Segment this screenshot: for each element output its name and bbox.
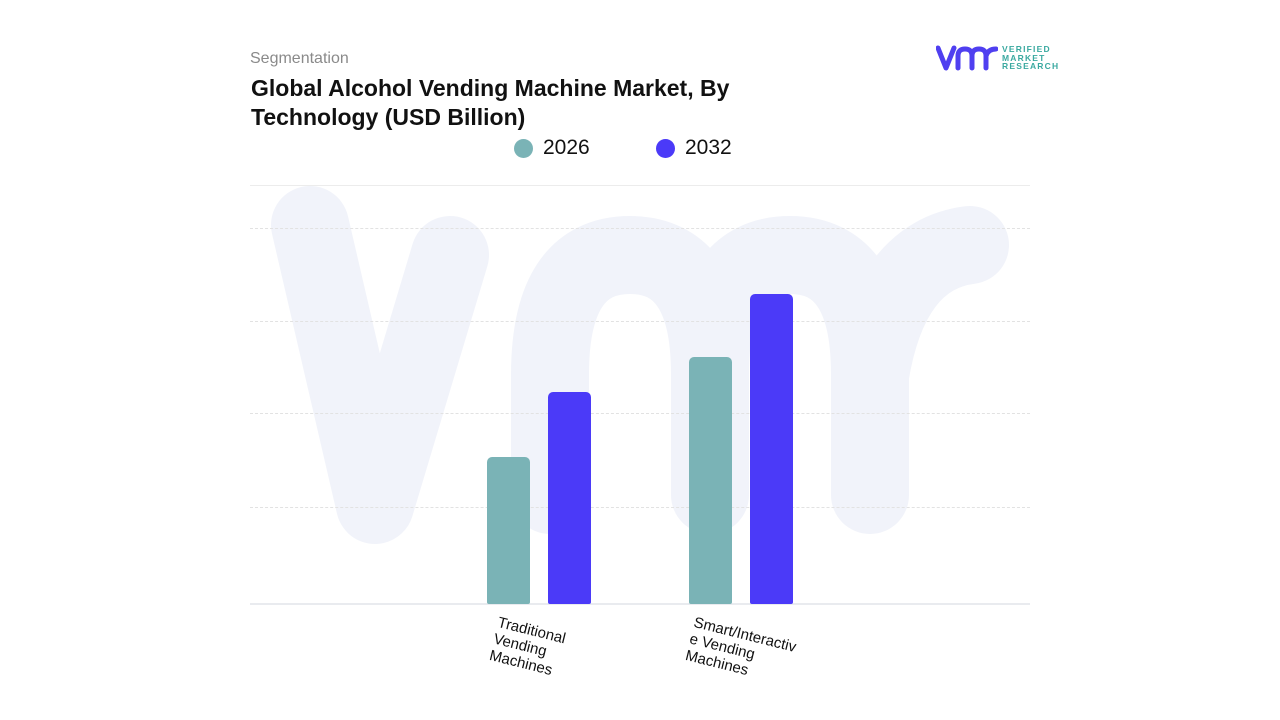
- vmr-logo-icon: [936, 45, 998, 71]
- logo-line-market: MARKET: [1002, 52, 1046, 63]
- gridline: [250, 413, 1030, 414]
- logo-text: VERIFIED MARKET RESEARCH: [1002, 45, 1059, 71]
- legend-label-2032: 2032: [685, 136, 732, 159]
- watermark-vmr-icon: [271, 186, 1009, 544]
- legend-item-2026[interactable]: 2026: [514, 136, 590, 160]
- logo-line-research: RESEARCH: [1002, 61, 1060, 72]
- legend-item-2032[interactable]: 2032: [656, 136, 732, 160]
- x-axis-baseline: [250, 603, 1030, 605]
- legend-dot-2032-icon: [656, 138, 675, 158]
- gridline: [250, 185, 1030, 186]
- x-label-smart: Smart/Interactiv e Vending Machines: [683, 614, 798, 680]
- x-label-traditional: Traditional Vending Machines: [487, 614, 568, 680]
- bar-traditional-2032[interactable]: [548, 392, 591, 604]
- legend-label-2026: 2026: [543, 136, 590, 159]
- chart-title: Global Alcohol Vending Machine Market, B…: [251, 75, 730, 130]
- bar-traditional-2026[interactable]: [487, 457, 530, 604]
- bar-smart-2032[interactable]: [750, 294, 793, 604]
- gridline: [250, 321, 1030, 322]
- vmr-logo: VERIFIED MARKET RESEARCH: [936, 44, 1059, 72]
- gridline: [250, 507, 1030, 508]
- legend-dot-2026-icon: [514, 138, 533, 158]
- gridline: [250, 228, 1030, 229]
- logo-line-verified: VERIFIED: [1002, 44, 1051, 55]
- plot-area: [250, 185, 1030, 605]
- bar-smart-2026[interactable]: [689, 357, 732, 604]
- segment-label: Segmentation: [250, 50, 349, 67]
